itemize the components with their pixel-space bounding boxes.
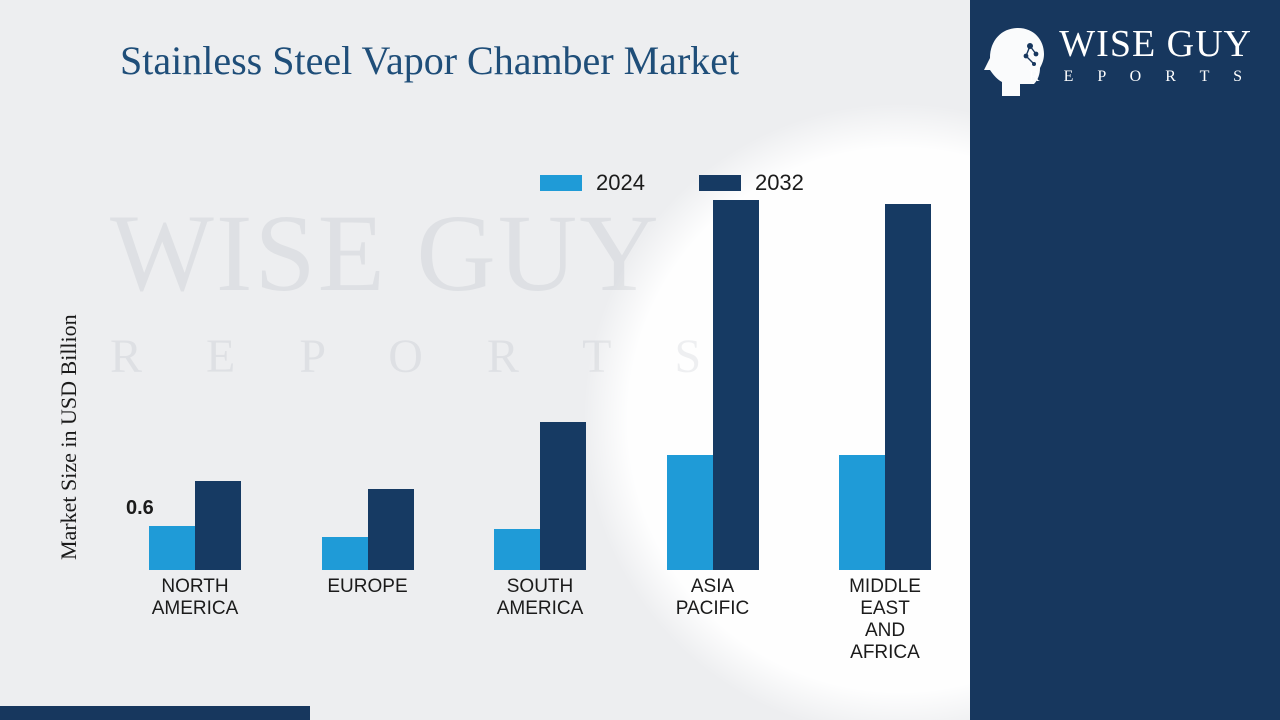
y-axis-label: Market Size in USD Billion	[56, 314, 82, 560]
legend-label-2024: 2024	[596, 170, 645, 196]
value-label: 0.6	[126, 497, 154, 520]
x-label-south_america: SOUTHAMERICA	[465, 576, 615, 663]
legend-swatch-2032	[699, 175, 741, 191]
right-brand-panel	[970, 0, 1280, 720]
bar-north_america-2032	[195, 481, 241, 570]
x-label-mea: MIDDLEEASTANDAFRICA	[810, 576, 960, 663]
legend-item-2032: 2032	[699, 170, 804, 196]
report-slide: WISE GUY R E P O R T S WISE GUY R E P O …	[0, 0, 1280, 720]
bar-chart: 0.6	[120, 200, 960, 570]
bar-asia_pacific-2024	[667, 455, 713, 570]
bar-north_america-2024	[149, 526, 195, 570]
bar-group-mea	[810, 204, 960, 570]
x-label-north_america: NORTHAMERICA	[120, 576, 270, 663]
bar-south_america-2024	[494, 529, 540, 570]
bar-group-asia_pacific	[638, 200, 788, 570]
legend-swatch-2024	[540, 175, 582, 191]
bar-group-north_america: 0.6	[120, 481, 270, 570]
x-axis-labels: NORTHAMERICA EUROPE SOUTHAMERICA ASIAPACIFI…	[120, 576, 960, 663]
bar-asia_pacific-2032	[713, 200, 759, 570]
brand-logo-sub: R E P O R T S	[1029, 68, 1252, 86]
brand-logo-main: WISE GUY	[1029, 22, 1252, 66]
chart-title: Stainless Steel Vapor Chamber Market	[120, 38, 840, 84]
bar-mea-2024	[839, 455, 885, 570]
brand-logo: WISE GUY R E P O R T S	[1029, 22, 1252, 86]
bar-groups: 0.6	[120, 200, 960, 570]
legend: 2024 2032	[540, 170, 804, 196]
bar-group-south_america	[465, 422, 615, 570]
bar-europe-2024	[322, 537, 368, 570]
bar-south_america-2032	[540, 422, 586, 570]
bar-mea-2032	[885, 204, 931, 570]
bar-group-europe	[293, 489, 443, 570]
legend-label-2032: 2032	[755, 170, 804, 196]
legend-item-2024: 2024	[540, 170, 645, 196]
bar-europe-2032	[368, 489, 414, 570]
x-label-europe: EUROPE	[293, 576, 443, 663]
x-label-asia_pacific: ASIAPACIFIC	[638, 576, 788, 663]
bottom-accent-bar	[0, 706, 310, 720]
